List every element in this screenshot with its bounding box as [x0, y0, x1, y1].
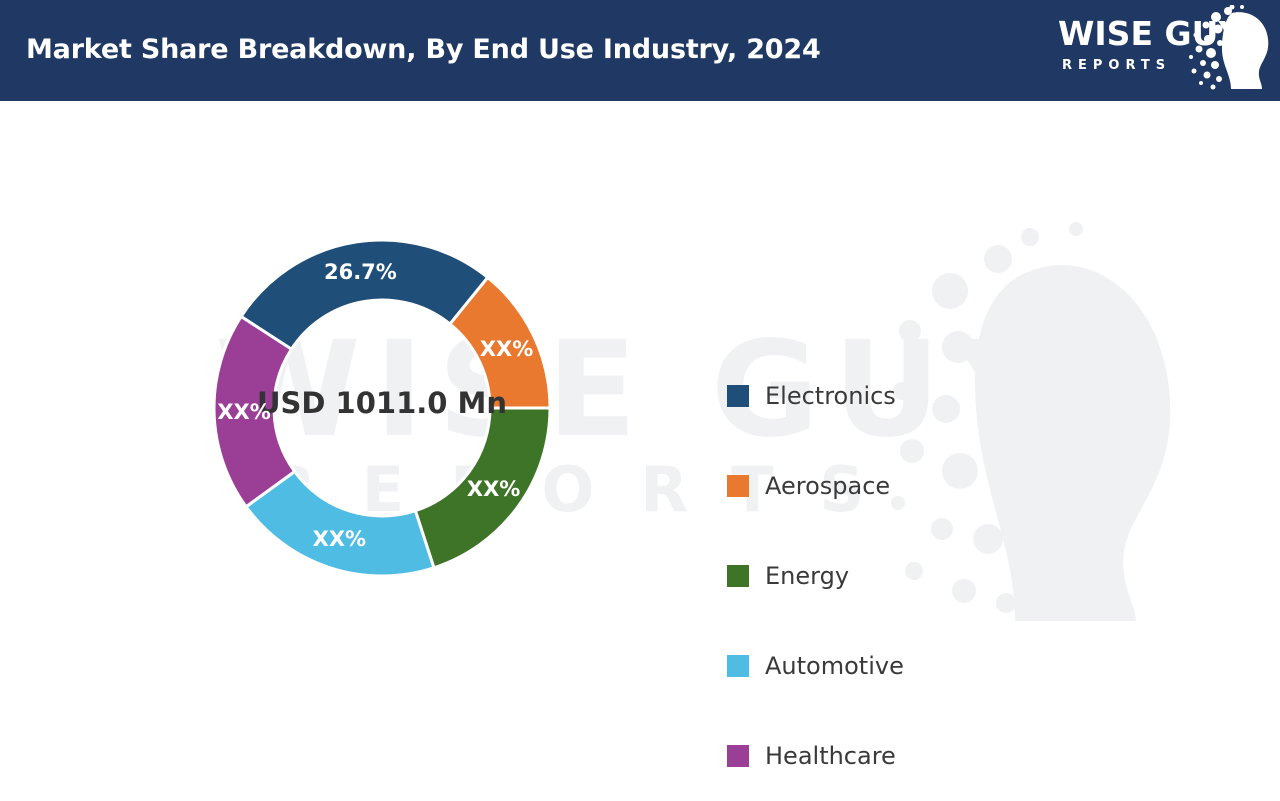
legend-swatch-icon: [727, 475, 749, 497]
legend-item-automotive[interactable]: Automotive: [727, 621, 1027, 711]
page-header: Market Share Breakdown, By End Use Indus…: [0, 0, 1280, 101]
svg-text:REPORTS: REPORTS: [1062, 58, 1171, 73]
slice-label-automotive: XX%: [312, 527, 367, 552]
legend-label: Automotive: [765, 652, 904, 680]
donut-slice-electronics[interactable]: [239, 238, 490, 352]
legend-swatch-icon: [727, 565, 749, 587]
donut-chart: [212, 238, 552, 578]
chart-canvas: WISE GUY REPORTS USD 101: [0, 101, 1280, 770]
chart-page: Market Share Breakdown, By End Use Indus…: [0, 0, 1280, 770]
wise-guy-reports-logo: WISE GUY REPORTS: [1058, 5, 1269, 90]
legend-label: Electronics: [765, 382, 896, 410]
donut-slices: [212, 238, 552, 578]
legend-swatch-icon: [727, 655, 749, 677]
legend-label: Aerospace: [765, 472, 891, 500]
legend-label: Energy: [765, 562, 850, 590]
donut-center-label: USD 1011.0 Mn: [256, 386, 508, 420]
legend-swatch-icon: [727, 385, 749, 407]
slice-label-energy: XX%: [466, 477, 521, 502]
donut-slice-healthcare[interactable]: [212, 314, 297, 509]
legend-item-aerospace[interactable]: Aerospace: [727, 441, 1027, 531]
legend-item-electronics[interactable]: Electronics: [727, 351, 1027, 441]
legend-label: Healthcare: [765, 742, 896, 770]
slice-label-electronics: 26.7%: [323, 259, 397, 284]
legend-item-healthcare[interactable]: Healthcare: [727, 711, 1027, 801]
slice-label-healthcare: XX%: [217, 399, 271, 424]
slice-label-aerospace: XX%: [479, 336, 534, 361]
legend-swatch-icon: [727, 745, 749, 767]
page-title: Market Share Breakdown, By End Use Indus…: [26, 34, 821, 65]
legend-item-energy[interactable]: Energy: [727, 531, 1027, 621]
chart-legend: Electronics Aerospace Energy Automotive …: [727, 351, 1027, 801]
